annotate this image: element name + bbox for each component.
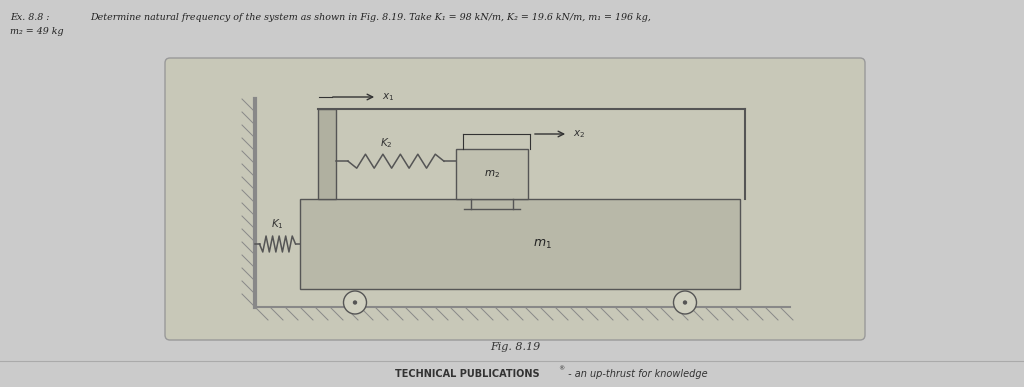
Text: $x_1$: $x_1$ [382,91,394,103]
Bar [300,199,740,289]
Text: $K_1$: $K_1$ [271,217,284,231]
Text: Ex. 8.8 :: Ex. 8.8 : [10,12,49,22]
Text: $m_1$: $m_1$ [532,238,552,250]
Text: $K_2$: $K_2$ [380,136,392,150]
Text: $x_2$: $x_2$ [573,128,586,140]
FancyBboxPatch shape [165,58,865,340]
Text: $m_2$: $m_2$ [484,168,500,180]
Text: TECHNICAL PUBLICATIONS: TECHNICAL PUBLICATIONS [395,369,540,379]
Circle shape [353,300,357,305]
Circle shape [683,300,687,305]
Circle shape [343,291,367,314]
Text: Fig. 8.19: Fig. 8.19 [489,342,540,352]
Circle shape [674,291,696,314]
Text: ®: ® [558,366,564,372]
Bar [456,149,528,199]
Text: - an up-thrust for knowledge: - an up-thrust for knowledge [565,369,708,379]
Bar [318,109,336,199]
Text: m₂ = 49 kg: m₂ = 49 kg [10,26,63,36]
Text: Determine natural frequency of the system as shown in Fig. 8.19. Take K₁ = 98 kN: Determine natural frequency of the syste… [90,12,651,22]
